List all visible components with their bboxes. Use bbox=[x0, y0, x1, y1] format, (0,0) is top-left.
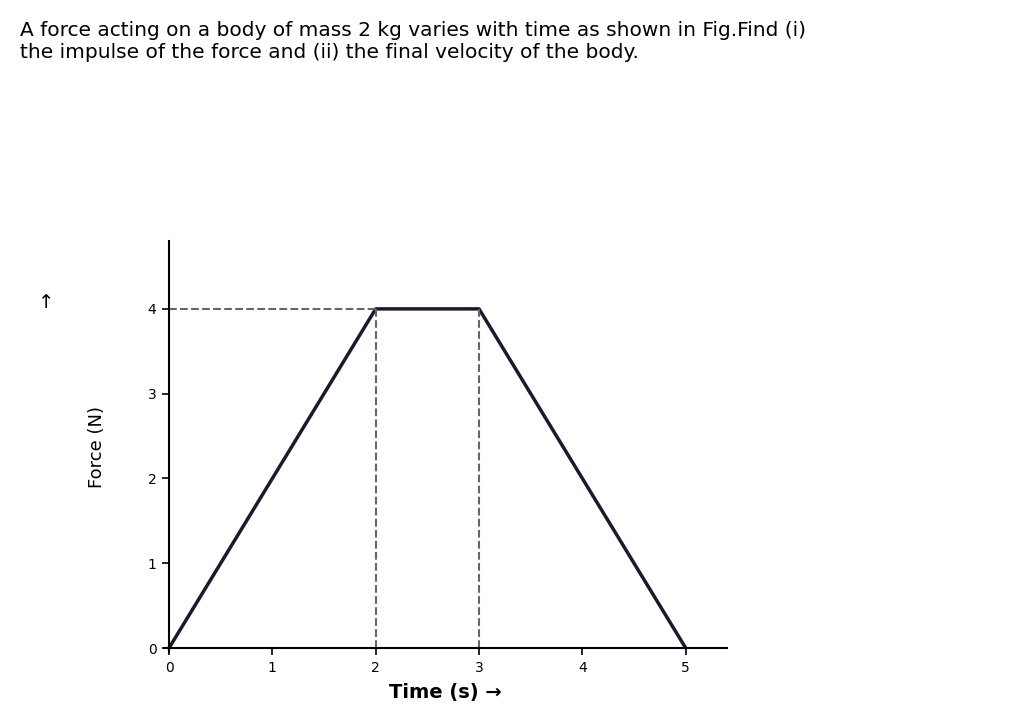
X-axis label: Time (s) →: Time (s) → bbox=[389, 683, 502, 702]
Text: A force acting on a body of mass 2 kg varies with time as shown in Fig.Find (i)
: A force acting on a body of mass 2 kg va… bbox=[20, 21, 807, 62]
Y-axis label: Force (N): Force (N) bbox=[88, 406, 105, 488]
Text: ↑: ↑ bbox=[38, 294, 54, 312]
